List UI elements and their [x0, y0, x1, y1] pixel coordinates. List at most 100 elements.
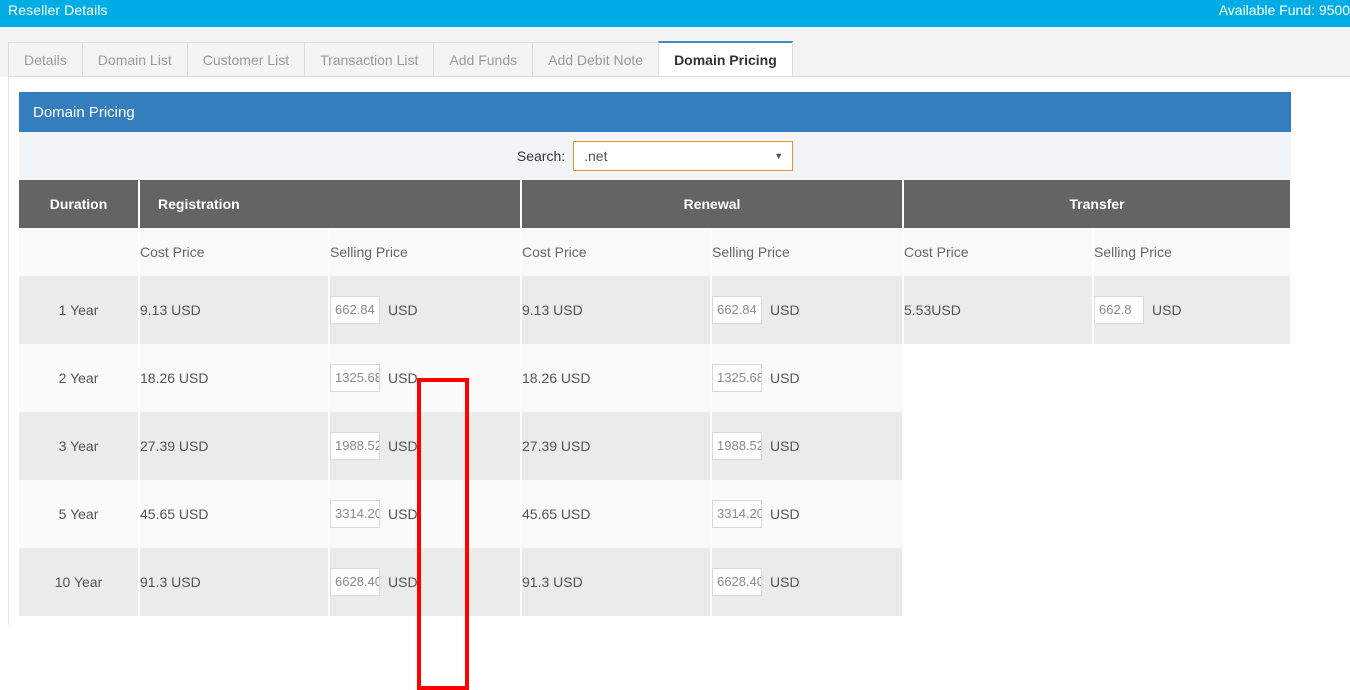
- tab-domain-list[interactable]: Domain List: [81, 42, 187, 77]
- registration-selling-price-unit: USD: [388, 302, 418, 318]
- page-title: Reseller Details: [8, 2, 108, 18]
- table-row: 10 Year 91.3 USD 6628.40 USD 91.3 USD 6628.40…: [19, 548, 1291, 616]
- cell-renewal-selling-price: 1988.52 USD: [711, 412, 904, 480]
- tab-label: Customer List: [202, 51, 290, 68]
- cell-renewal-cost-price: 27.39 USD: [521, 412, 712, 480]
- domain-pricing-panel: Domain Pricing Search: .net ▼ Duration: [19, 92, 1350, 690]
- cell-transfer-cost-empty: [903, 480, 1093, 548]
- subheader-transfer-selling: Selling Price: [1093, 228, 1292, 276]
- cell-renewal-cost-price: 9.13 USD: [521, 276, 712, 344]
- renewal-selling-price-input[interactable]: 1325.68: [712, 364, 762, 392]
- cell-registration-selling-price: 1988.52 USD: [329, 412, 522, 480]
- renewal-selling-price-input[interactable]: 1988.52: [712, 432, 762, 460]
- table-group-header-row: Duration Registration Renewal Transfer: [19, 180, 1292, 228]
- table-row: 2 Year 18.26 USD 1325.68 USD 18.26 USD 1325.6…: [19, 344, 1291, 412]
- transfer-selling-price-unit: USD: [1152, 302, 1182, 318]
- cell-transfer-selling-empty: [1093, 480, 1291, 548]
- tab-label: Domain Pricing: [674, 51, 777, 68]
- cell-transfer-cost-price: 5.53USD: [903, 276, 1094, 344]
- cell-registration-selling-price: 662.84 USD: [329, 276, 522, 344]
- header-registration: Registration: [139, 180, 522, 228]
- tab-label: Domain List: [97, 51, 172, 68]
- cell-renewal-selling-price: 662.84 USD: [711, 276, 904, 344]
- tab-strip: Details Domain List Customer List Transacti…: [0, 27, 1350, 77]
- renewal-selling-price-input[interactable]: 662.84: [712, 296, 762, 324]
- tab-transaction-list[interactable]: Transaction List: [304, 42, 434, 77]
- tab-add-funds[interactable]: Add Funds: [433, 42, 533, 77]
- cell-registration-cost-price: 27.39 USD: [139, 412, 330, 480]
- search-tld-select[interactable]: .net ▼: [573, 141, 794, 171]
- table-row: 1 Year 9.13 USD 662.84 USD 9.13 USD 662.84 USD…: [19, 276, 1292, 344]
- search-tld-value: .net: [584, 148, 608, 164]
- cell-transfer-cost-empty: [903, 548, 1093, 616]
- cell-renewal-cost-price: 45.65 USD: [521, 480, 712, 548]
- renewal-selling-price-unit: USD: [770, 370, 800, 386]
- cell-transfer-cost-empty: [903, 344, 1093, 412]
- renewal-selling-price-unit: USD: [770, 574, 800, 590]
- header-duration: Duration: [19, 180, 140, 228]
- table-row: 5 Year 45.65 USD 3314.20 USD 45.65 USD 3314.2…: [19, 480, 1291, 548]
- registration-selling-price-unit: USD: [388, 370, 418, 386]
- cell-registration-cost-price: 91.3 USD: [139, 548, 330, 616]
- cell-registration-cost-price: 18.26 USD: [139, 344, 330, 412]
- registration-selling-price-input[interactable]: 3314.20: [330, 500, 380, 528]
- cell-duration: 3 Year: [19, 412, 140, 480]
- tab-list: Details Domain List Customer List Transacti…: [8, 41, 793, 77]
- tab-domain-pricing[interactable]: Domain Pricing: [658, 41, 793, 77]
- transfer-selling-price-input[interactable]: 662.8: [1094, 296, 1144, 324]
- renewal-selling-price-unit: USD: [770, 506, 800, 522]
- subheader-duration-blank: [19, 228, 140, 276]
- renewal-selling-price-unit: USD: [770, 438, 800, 454]
- registration-selling-price-input[interactable]: 6628.40: [330, 568, 380, 596]
- search-label: Search:: [516, 148, 566, 164]
- tab-label: Details: [24, 51, 67, 68]
- tab-add-debit-note[interactable]: Add Debit Note: [532, 42, 659, 77]
- tab-label: Transaction List: [320, 51, 419, 68]
- cell-registration-cost-price: 9.13 USD: [139, 276, 330, 344]
- search-row: Search: .net ▼: [19, 132, 1291, 180]
- panel-heading-label: Domain Pricing: [33, 103, 135, 121]
- cell-transfer-selling-empty: [1093, 548, 1291, 616]
- cell-registration-selling-price: 6628.40 USD: [329, 548, 522, 616]
- cell-transfer-selling-empty: [1093, 344, 1291, 412]
- subheader-registration-cost: Cost Price: [139, 228, 330, 276]
- available-fund-label: Available Fund: 9500: [1218, 2, 1350, 18]
- registration-selling-price-input[interactable]: 662.84: [330, 296, 380, 324]
- registration-selling-price-input[interactable]: 1988.52: [330, 432, 380, 460]
- cell-renewal-selling-price: 3314.20 USD: [711, 480, 904, 548]
- registration-selling-price-input[interactable]: 1325.68: [330, 364, 380, 392]
- subheader-registration-selling: Selling Price: [329, 228, 522, 276]
- cell-renewal-cost-price: 18.26 USD: [521, 344, 712, 412]
- tab-details[interactable]: Details: [8, 42, 82, 77]
- renewal-selling-price-input[interactable]: 6628.40: [712, 568, 762, 596]
- subheader-renewal-cost: Cost Price: [521, 228, 712, 276]
- header-renewal: Renewal: [521, 180, 904, 228]
- cell-duration: 1 Year: [19, 276, 140, 344]
- table-body: 1 Year 9.13 USD 662.84 USD 9.13 USD 662.84 USD…: [19, 276, 1292, 616]
- cell-transfer-selling-empty: [1093, 412, 1291, 480]
- cell-registration-cost-price: 45.65 USD: [139, 480, 330, 548]
- cell-renewal-selling-price: 6628.40 USD: [711, 548, 904, 616]
- cell-transfer-selling-price: 662.8 USD: [1093, 276, 1292, 344]
- tab-label: Add Funds: [449, 51, 518, 68]
- cell-transfer-cost-empty: [903, 412, 1093, 480]
- renewal-selling-price-unit: USD: [770, 302, 800, 318]
- header-transfer: Transfer: [903, 180, 1292, 228]
- chevron-down-icon: ▼: [774, 151, 784, 161]
- cell-registration-selling-price: 3314.20 USD: [329, 480, 522, 548]
- tab-label: Add Debit Note: [548, 51, 644, 68]
- registration-selling-price-unit: USD: [388, 574, 418, 590]
- cell-duration: 2 Year: [19, 344, 140, 412]
- domain-pricing-table: Duration Registration Renewal Transfer C…: [19, 180, 1292, 616]
- subheader-renewal-selling: Selling Price: [711, 228, 904, 276]
- renewal-selling-price-input[interactable]: 3314.20: [712, 500, 762, 528]
- top-bar: Reseller Details Available Fund: 9500: [0, 0, 1350, 27]
- cell-renewal-selling-price: 1325.68 USD: [711, 344, 904, 412]
- tab-customer-list[interactable]: Customer List: [186, 42, 305, 77]
- registration-selling-price-unit: USD: [388, 506, 418, 522]
- registration-selling-price-unit: USD: [388, 438, 418, 454]
- cell-registration-selling-price: 1325.68 USD: [329, 344, 522, 412]
- tab-strip-divider: [8, 76, 1350, 77]
- table-sub-header-row: Cost Price Selling Price Cost Price Sell…: [19, 228, 1292, 276]
- panel-heading: Domain Pricing: [19, 92, 1291, 132]
